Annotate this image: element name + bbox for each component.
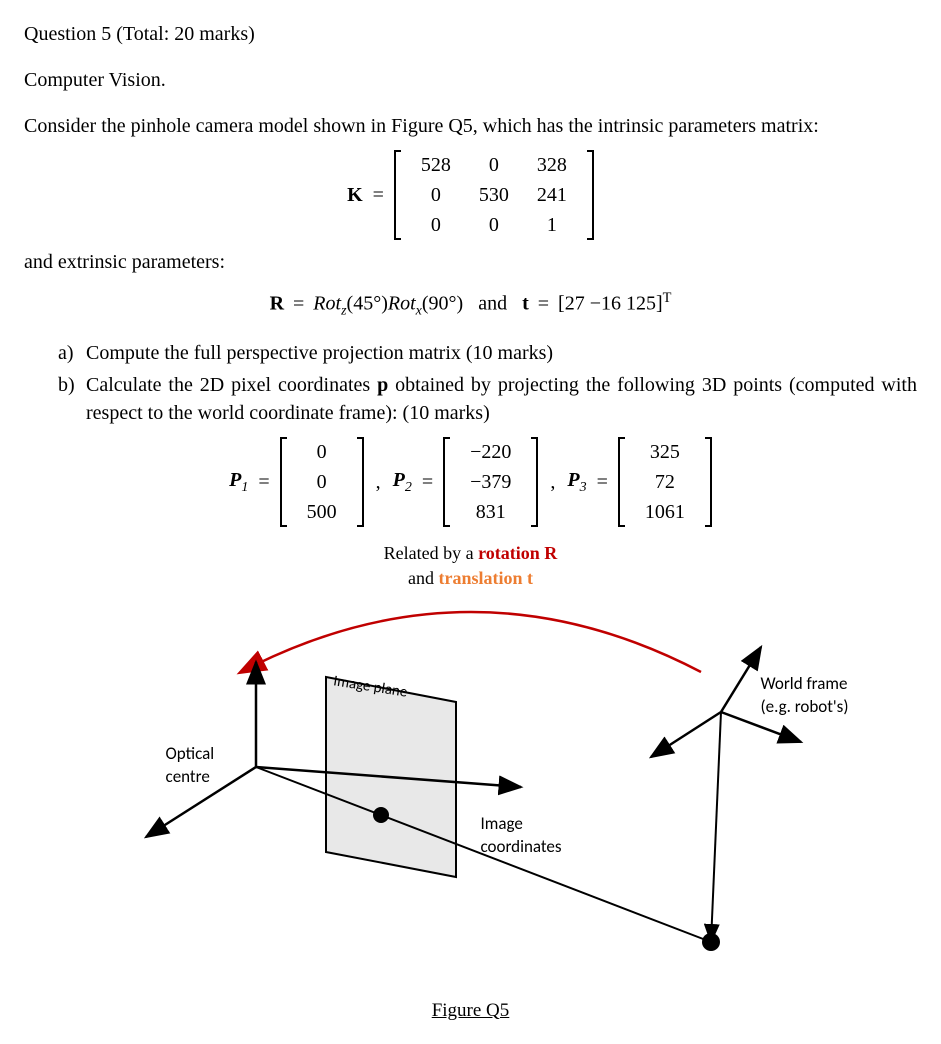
extrinsic-intro: and extrinsic parameters:	[24, 248, 917, 276]
part-b-text: Calculate the 2D pixel coordinates p obt…	[86, 371, 917, 427]
pinhole-diagram-svg	[81, 592, 861, 992]
t-label: t	[522, 293, 529, 315]
equals-sign: =	[373, 181, 384, 209]
figure-top-caption: Related by a rotation R and translation …	[24, 541, 917, 591]
label-image-coords: Imagecoordinates	[481, 812, 562, 860]
k-label: K	[347, 181, 363, 209]
part-a-marker: a)	[58, 339, 86, 367]
comma: ,	[550, 468, 555, 496]
r-label: R	[270, 293, 284, 315]
question-parts: a) Compute the full perspective projecti…	[58, 339, 917, 427]
figure-caption: Figure Q5	[24, 998, 917, 1025]
k-matrix-grid: 5280328 0530241 001	[407, 150, 581, 240]
figure-diagram: Image plane Opticalcentre Imagecoordinat…	[81, 592, 861, 992]
comma: ,	[376, 468, 381, 496]
k-matrix-block: K = 5280328 0530241 001	[24, 150, 917, 240]
points-row: P1 = 00500 , P2 = −220−379831 , P3 = 325…	[24, 437, 917, 527]
part-a: a) Compute the full perspective projecti…	[58, 339, 917, 367]
p2-vector: P2 = −220−379831	[393, 437, 539, 527]
label-optical-centre: Opticalcentre	[166, 742, 215, 790]
bracket-right-icon	[587, 150, 594, 240]
part-b: b) Calculate the 2D pixel coordinates p …	[58, 371, 917, 427]
p3-vector: P3 = 325721061	[567, 437, 712, 527]
part-a-text: Compute the full perspective projection …	[86, 339, 917, 367]
part-b-marker: b)	[58, 371, 86, 427]
topic-subheading: Computer Vision.	[24, 66, 917, 94]
question-heading: Question 5 (Total: 20 marks)	[24, 20, 917, 48]
p1-vector: P1 = 00500	[229, 437, 364, 527]
extrinsic-equation: R = Rotz(45°)Rotx(90°) and t = [27 −16 1…	[24, 288, 917, 321]
label-world-frame: World frame(e.g. robot's)	[761, 672, 849, 720]
bracket-left-icon	[394, 150, 401, 240]
intro-text: Consider the pinhole camera model shown …	[24, 112, 917, 140]
